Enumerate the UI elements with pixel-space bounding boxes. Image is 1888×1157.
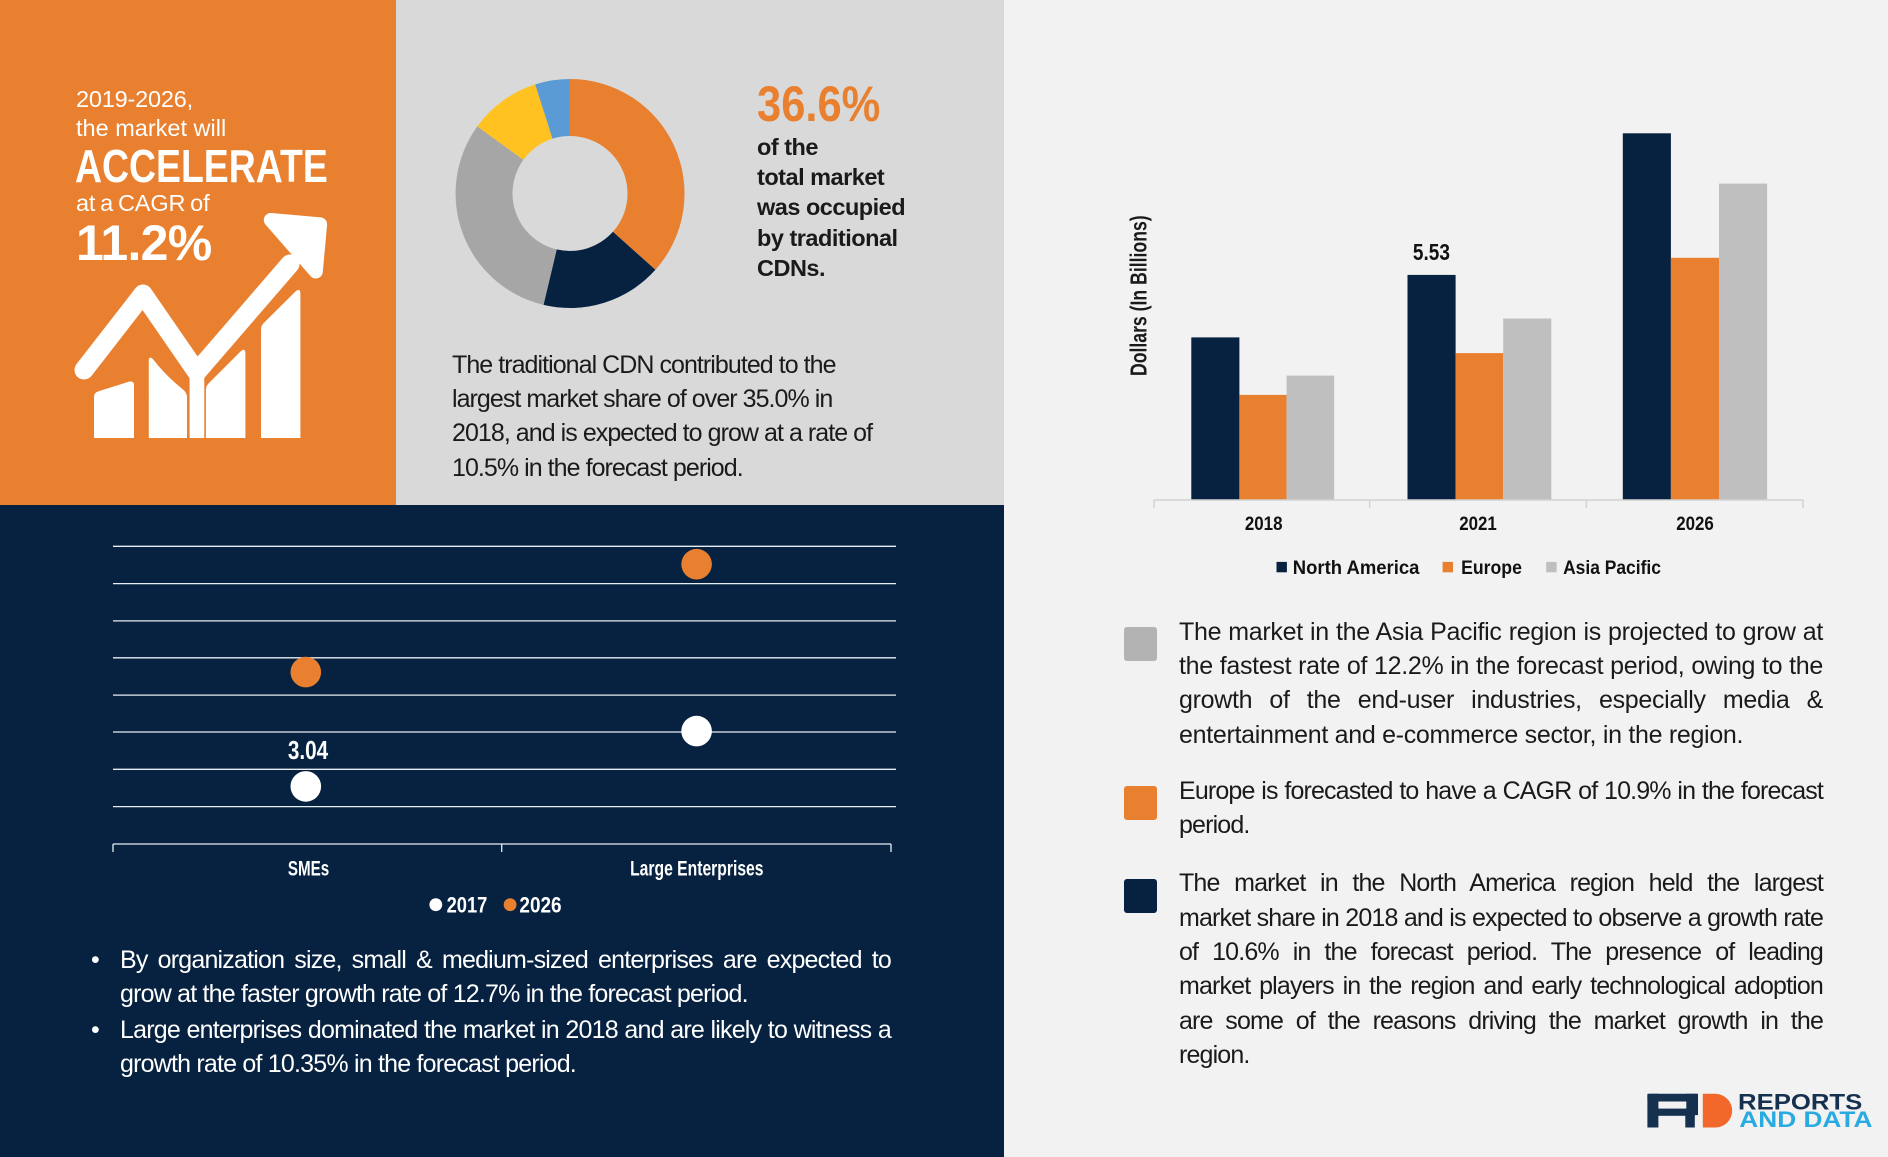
svg-text:REPORTS: REPORTS <box>1738 1092 1862 1114</box>
svg-text:AND DATA: AND DATA <box>1739 1107 1872 1132</box>
svg-text:5.53: 5.53 <box>1413 239 1450 265</box>
svg-text:2021: 2021 <box>1459 513 1497 535</box>
svg-text:North America: North America <box>1293 558 1420 579</box>
svg-text:SMEs: SMEs <box>288 857 329 881</box>
svg-text:Dollars (In Billions): Dollars (In Billions) <box>1125 215 1151 376</box>
svg-text:Asia Pacific: Asia Pacific <box>1563 558 1661 579</box>
svg-text:2018: 2018 <box>1245 513 1283 535</box>
svg-text:2017: 2017 <box>447 893 488 918</box>
svg-text:2026: 2026 <box>1676 513 1714 535</box>
svg-text:3.04: 3.04 <box>288 735 329 765</box>
svg-text:2026: 2026 <box>519 893 561 918</box>
svg-text:Large Enterprises: Large Enterprises <box>630 857 763 881</box>
svg-text:Europe: Europe <box>1461 558 1522 579</box>
